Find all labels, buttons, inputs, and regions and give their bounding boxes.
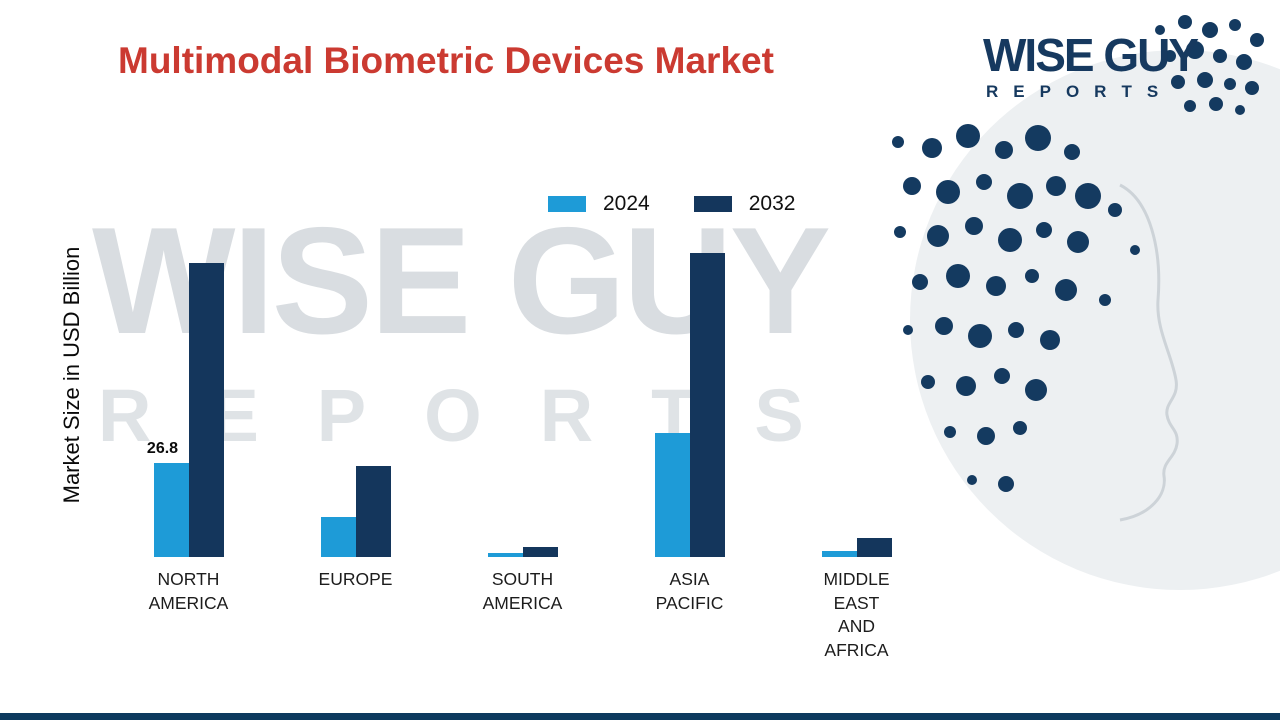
bar-2024 [821,550,857,557]
brand-name: WISE GUY [983,29,1199,81]
bar-chart: 26.8 NORTH AMERICA EUROPE SOUTH AMERICA ASIA… [105,215,940,663]
x-axis-label: ASIA PACIFIC [655,569,724,613]
bar-group: EUROPE [272,215,439,663]
bar-2032 [522,546,558,557]
y-axis-label: Market Size in USD Billion [59,246,84,504]
legend-item-2032: 2032 [693,192,796,216]
legend-swatch-2032 [693,196,732,212]
x-axis-label: SOUTH AMERICA [482,569,563,613]
x-axis-label: NORTH AMERICA [148,569,229,613]
x-axis-label: MIDDLE EAST AND AFRICA [823,569,890,660]
legend-item-2024: 2024 [548,192,650,216]
bar-group: 26.8 NORTH AMERICA [105,215,272,663]
page-title: Multimodal Biometric Devices Market [118,40,774,81]
brand-logo: WISE GUY REPORTS [983,29,1199,102]
bar-group: ASIA PACIFIC [606,215,773,663]
bar-pair [487,215,558,557]
bar-2032 [188,263,224,557]
bar-pair [320,215,391,557]
legend-label-2024: 2024 [603,192,650,215]
bar-group: MIDDLE EAST AND AFRICA [773,215,940,663]
bar-pair [821,215,892,557]
bar-group: SOUTH AMERICA [439,215,606,663]
face-dots-graphic [892,15,1280,590]
bar-pair [654,215,725,557]
brand-subtitle: REPORTS [986,82,1174,101]
x-axis-label: EUROPE [318,569,393,589]
bar-2032 [689,252,725,557]
bar-2032 [355,466,391,557]
bar-2024 [654,432,690,557]
bar-2024 [153,463,189,557]
legend: 2024 2032 [548,192,795,216]
bar-2032 [856,537,892,557]
legend-swatch-2024 [548,196,586,212]
bar-2024 [487,552,523,557]
legend-label-2032: 2032 [748,192,796,215]
bar-2024 [320,516,356,557]
bar-pair: 26.8 [147,215,224,557]
bar-value-label: 26.8 [146,440,179,458]
bottom-accent-bar [0,713,1280,720]
